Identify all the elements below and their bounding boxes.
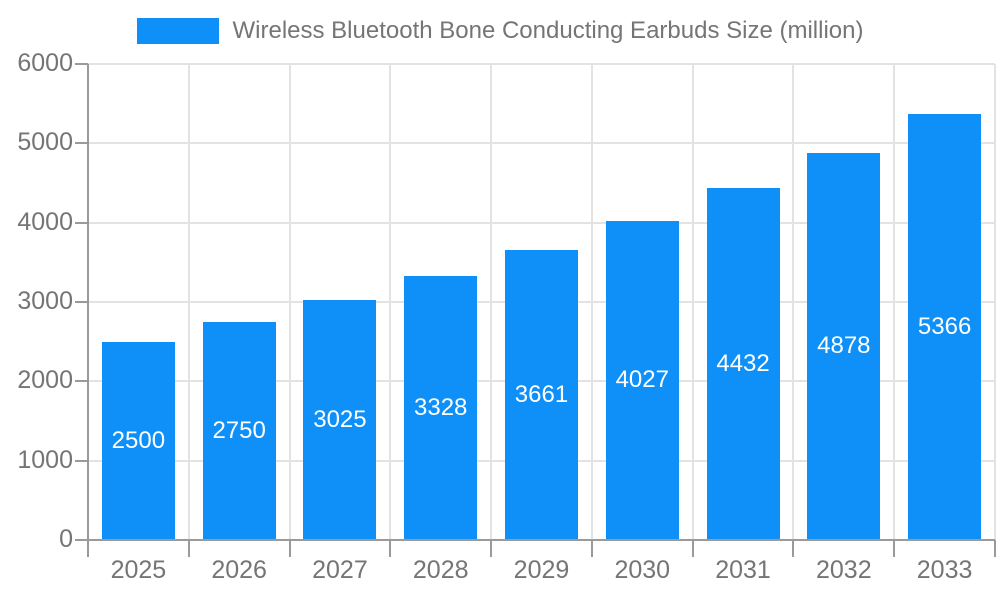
x-gridline [389,64,392,540]
x-gridline [893,64,896,540]
x-axis-line [75,539,995,541]
bar-value-label: 4878 [817,332,871,360]
y-axis-label: 2000 [17,366,73,395]
bar[interactable]: 4432 [706,188,780,540]
legend-label: Wireless Bluetooth Bone Conducting Earbu… [232,17,864,44]
bar[interactable]: 3328 [404,275,478,540]
x-gridline [590,64,593,540]
x-axis-label: 2033 [916,556,973,584]
bar[interactable]: 5366 [908,114,982,540]
x-tick [994,540,996,557]
bar-value-label: 2750 [212,416,266,444]
y-tick [75,380,88,383]
bar-value-label: 3025 [313,406,367,433]
x-tick [389,540,392,557]
x-tick [792,540,795,557]
y-axis-label: 0 [59,525,73,553]
x-tick [590,540,593,557]
x-gridline [288,64,291,540]
bar[interactable]: 2500 [101,341,175,540]
y-axis-label: 5000 [17,128,73,157]
y-gridline [88,221,995,224]
x-tick [893,540,896,557]
bar-value-label: 3328 [414,393,468,421]
y-tick [75,221,88,224]
x-axis-label: 2030 [614,556,671,584]
bar-value-label: 3661 [514,380,569,408]
legend-swatch-icon[interactable] [136,18,219,44]
x-tick [187,540,190,557]
x-axis-label: 2025 [110,556,167,584]
bar-value-label: 2500 [111,426,166,454]
y-axis-label: 1000 [17,445,73,474]
y-axis-label: 4000 [17,207,73,236]
bar-value-label: 4027 [615,366,669,394]
x-axis-label: 2028 [412,556,469,584]
bar[interactable]: 3025 [303,300,377,540]
x-axis-label: 2029 [513,556,570,584]
x-gridline [187,64,190,540]
x-gridline [792,64,795,540]
x-gridline [994,64,996,540]
x-tick [288,540,291,557]
x-gridline [490,64,493,540]
y-tick [75,301,88,303]
y-tick [75,142,88,145]
y-axis-line [87,64,89,557]
x-tick [490,540,493,557]
bar[interactable]: 3661 [505,249,578,540]
y-gridline [88,63,995,65]
bar[interactable]: 4878 [807,153,881,540]
x-gridline [691,64,694,540]
x-tick [691,540,694,557]
y-axis-label: 6000 [17,49,73,77]
legend[interactable]: Wireless Bluetooth Bone Conducting Earbu… [0,17,1000,45]
x-axis-label: 2032 [816,556,872,584]
y-gridline [88,142,995,145]
y-tick [75,459,88,462]
x-axis-label: 2026 [211,556,267,584]
bar-value-label: 5366 [917,313,972,341]
bar-value-label: 4432 [716,350,770,378]
x-axis-label: 2027 [312,556,368,584]
bar[interactable]: 2750 [202,321,276,540]
y-tick [75,63,88,65]
x-axis-label: 2031 [715,556,771,584]
bar[interactable]: 4027 [605,220,679,540]
y-axis-label: 3000 [17,287,73,315]
